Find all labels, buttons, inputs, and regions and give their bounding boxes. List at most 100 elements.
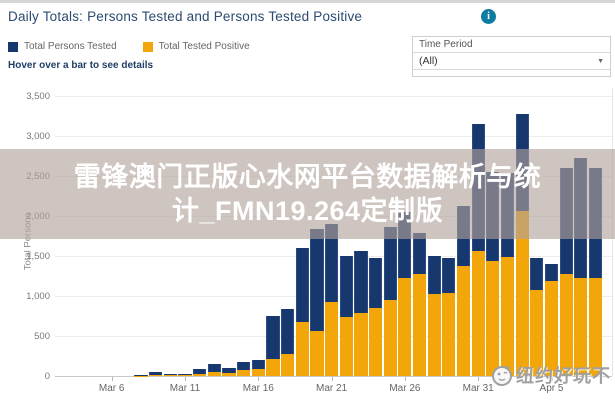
bar-positive-segment bbox=[281, 353, 295, 376]
bar[interactable] bbox=[530, 257, 544, 376]
bar-positive-segment bbox=[412, 274, 427, 376]
bar[interactable] bbox=[149, 372, 163, 376]
legend-swatch-positive bbox=[142, 41, 153, 52]
bar[interactable] bbox=[383, 227, 397, 376]
bar-positive-segment bbox=[515, 211, 529, 376]
bar-positive-segment bbox=[354, 312, 368, 376]
x-tick-label: Mar 21 bbox=[316, 383, 348, 394]
bar-positive-segment bbox=[500, 256, 515, 376]
bar-positive-segment bbox=[574, 278, 588, 376]
overlay-banner-line2: 计_FMN19.264定制版 bbox=[171, 196, 444, 226]
bar[interactable] bbox=[368, 257, 383, 376]
bar-positive-segment bbox=[442, 292, 456, 376]
bar-positive-segment bbox=[251, 369, 265, 376]
x-tick-label: Mar 11 bbox=[169, 383, 201, 394]
bar-positive-segment bbox=[559, 274, 573, 376]
legend-item-positive: Total Tested Positive bbox=[142, 41, 250, 52]
x-tick-label: Mar 16 bbox=[242, 383, 274, 394]
x-tick-mark bbox=[551, 377, 553, 381]
bar-positive-segment bbox=[237, 370, 251, 376]
bar-positive-segment bbox=[149, 375, 163, 376]
y-tick-label: 1,000 bbox=[26, 291, 50, 302]
bar[interactable] bbox=[325, 223, 339, 376]
bar-positive-segment bbox=[310, 330, 324, 376]
bar[interactable] bbox=[310, 229, 324, 376]
bar-positive-segment bbox=[339, 316, 353, 376]
y-tick-label: 0 bbox=[44, 371, 50, 382]
x-tick-mark bbox=[111, 377, 113, 381]
bar[interactable] bbox=[442, 257, 456, 376]
bar[interactable] bbox=[251, 360, 265, 376]
bar[interactable] bbox=[295, 248, 309, 376]
info-icon[interactable]: i bbox=[481, 9, 496, 24]
page-title: Daily Totals: Persons Tested and Persons… bbox=[8, 9, 363, 24]
x-tick-mark bbox=[404, 377, 406, 381]
gridline bbox=[55, 96, 612, 97]
bar-positive-segment bbox=[398, 278, 412, 376]
time-period-panel: Time Period (All) ▼ bbox=[412, 36, 611, 77]
bar[interactable] bbox=[354, 250, 368, 376]
legend: Total Persons Tested Total Tested Positi… bbox=[8, 41, 250, 52]
x-tick-label: Mar 31 bbox=[462, 383, 494, 394]
bar[interactable] bbox=[237, 362, 251, 376]
bar[interactable] bbox=[178, 374, 192, 376]
bar-positive-segment bbox=[325, 301, 339, 376]
bar[interactable] bbox=[427, 256, 441, 376]
bar-positive-segment bbox=[588, 278, 603, 376]
bar-positive-segment bbox=[427, 294, 441, 376]
face-logo-icon bbox=[492, 365, 512, 386]
bar-positive-segment bbox=[163, 375, 177, 376]
x-tick-label: Mar 6 bbox=[98, 383, 125, 394]
chevron-down-icon: ▼ bbox=[597, 57, 604, 65]
overlay-banner-line1: 雷锋澳门正版心水网平台数据解析与统 bbox=[73, 162, 542, 192]
bar-positive-segment bbox=[471, 251, 485, 376]
bar[interactable] bbox=[163, 373, 177, 376]
bar[interactable] bbox=[222, 368, 236, 376]
time-period-label: Time Period bbox=[419, 39, 473, 50]
bar[interactable] bbox=[207, 364, 221, 376]
x-tick-mark bbox=[331, 377, 333, 381]
legend-label-tested: Total Persons Tested bbox=[24, 41, 117, 52]
y-tick-label: 3,500 bbox=[26, 91, 50, 102]
y-tick-label: 500 bbox=[34, 331, 50, 342]
x-tick-label: Apr 5 bbox=[539, 383, 564, 394]
bar-positive-segment bbox=[456, 265, 471, 376]
overlay-banner: 雷锋澳门正版心水网平台数据解析与统 计_FMN19.264定制版 bbox=[0, 149, 615, 239]
bar-positive-segment bbox=[222, 372, 236, 376]
bar[interactable] bbox=[193, 369, 207, 376]
time-period-selected-value: (All) bbox=[419, 55, 438, 67]
bar[interactable] bbox=[134, 374, 148, 376]
bar[interactable] bbox=[456, 205, 471, 376]
bar[interactable] bbox=[412, 232, 427, 376]
x-tick-mark bbox=[185, 377, 186, 381]
hover-hint: Hover over a bar to see details bbox=[8, 60, 154, 71]
legend-swatch-tested bbox=[8, 41, 18, 52]
legend-item-tested: Total Persons Tested bbox=[8, 41, 117, 52]
bar[interactable] bbox=[398, 212, 412, 376]
bar-positive-segment bbox=[530, 289, 544, 376]
bar-positive-segment bbox=[368, 307, 383, 376]
bar-positive-segment bbox=[193, 373, 207, 376]
bar-positive-segment bbox=[295, 321, 309, 376]
bar-positive-segment bbox=[178, 375, 192, 376]
bar-positive-segment bbox=[383, 299, 397, 376]
watermark: 纽约好玩不 bbox=[491, 362, 611, 388]
x-axis-line bbox=[55, 376, 612, 377]
bar-positive-segment bbox=[486, 260, 500, 376]
bar[interactable] bbox=[544, 264, 559, 376]
bar-positive-segment bbox=[207, 371, 221, 376]
bar-positive-segment bbox=[266, 359, 280, 376]
x-tick-mark bbox=[478, 377, 480, 381]
legend-label-positive: Total Tested Positive bbox=[158, 41, 250, 52]
x-tick-mark bbox=[258, 377, 260, 381]
time-period-dropdown[interactable]: (All) ▼ bbox=[413, 52, 610, 70]
y-tick-label: 3,000 bbox=[26, 131, 50, 142]
gridline bbox=[55, 136, 612, 137]
bar[interactable] bbox=[266, 315, 280, 376]
bar[interactable] bbox=[281, 309, 295, 376]
x-tick-label: Mar 26 bbox=[389, 383, 421, 394]
y-tick-label: 1,500 bbox=[26, 251, 50, 262]
bar[interactable] bbox=[339, 255, 353, 376]
watermark-text: 纽约好玩不 bbox=[516, 366, 611, 386]
